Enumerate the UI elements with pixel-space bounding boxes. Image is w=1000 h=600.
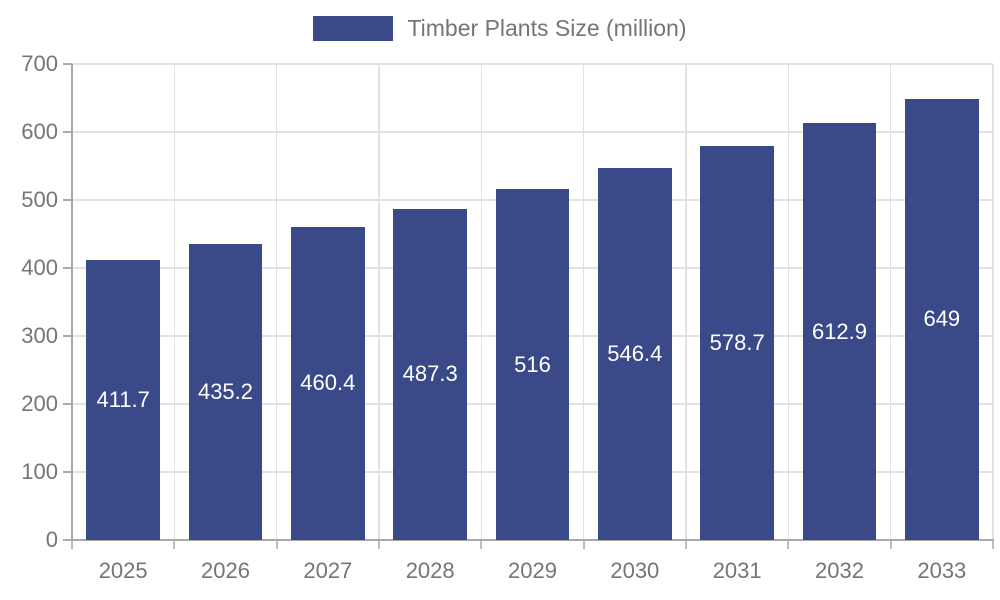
vertical-gridline <box>889 64 892 540</box>
bar-value-label: 546.4 <box>607 341 663 367</box>
y-axis-tick <box>63 335 72 337</box>
x-axis-tick-label: 2025 <box>98 558 148 583</box>
x-axis-tick-label: 2030 <box>610 558 660 583</box>
y-axis-tick-label: 600 <box>21 119 58 144</box>
bar-value-label: 612.9 <box>811 318 868 344</box>
x-axis-tick <box>71 540 73 549</box>
y-axis-tick <box>63 539 72 541</box>
x-axis-tick-label: 2032 <box>815 558 864 583</box>
vertical-gridline <box>173 64 176 540</box>
bar <box>495 189 570 540</box>
bar <box>802 123 877 540</box>
y-axis-line <box>71 64 73 540</box>
vertical-gridline <box>685 64 687 540</box>
y-axis-tick-label: 0 <box>45 527 58 552</box>
y-axis-tick <box>63 267 72 269</box>
bar-value-label: 435.2 <box>197 379 254 405</box>
y-axis-tick-label: 500 <box>21 187 58 212</box>
x-axis-line <box>71 539 994 541</box>
bar <box>290 226 365 540</box>
x-axis-tick <box>992 540 994 549</box>
x-axis-tick <box>889 540 892 549</box>
y-axis-tick-label: 100 <box>21 459 58 484</box>
y-axis-tick <box>63 471 72 473</box>
bar <box>597 168 672 540</box>
horizontal-gridline <box>72 131 993 133</box>
x-axis-tick-label: 2031 <box>712 558 762 583</box>
y-axis-tick-label: 700 <box>21 51 58 76</box>
x-axis-tick <box>480 540 483 549</box>
x-axis-tick-label: 2028 <box>405 558 455 583</box>
y-axis-tick-label: 400 <box>21 255 58 280</box>
vertical-gridline <box>992 64 994 540</box>
x-axis-tick-label: 2027 <box>303 558 353 583</box>
bar <box>393 208 467 540</box>
x-axis-tick <box>275 540 278 549</box>
y-axis-tick <box>63 63 72 65</box>
vertical-gridline <box>480 64 483 540</box>
bar-value-label: 649 <box>923 306 961 332</box>
x-axis-tick <box>685 540 687 549</box>
legend-label: Timber Plants Size (million) <box>407 15 687 41</box>
bar <box>904 98 979 540</box>
horizontal-gridline <box>72 63 993 65</box>
bar-value-label: 578.7 <box>709 330 765 356</box>
vertical-gridline <box>787 64 790 540</box>
x-axis-tick <box>787 540 790 549</box>
y-axis-tick <box>63 199 72 201</box>
bar-value-label: 487.3 <box>402 361 458 387</box>
bar-value-label: 411.7 <box>96 387 150 413</box>
vertical-gridline <box>378 64 380 540</box>
y-axis-tick-label: 200 <box>21 391 58 416</box>
x-axis-tick-label: 2026 <box>201 558 250 583</box>
bar-value-label: 460.4 <box>300 370 356 396</box>
bar-value-label: 516 <box>514 351 551 377</box>
x-axis-tick-label: 2029 <box>508 558 557 583</box>
vertical-gridline <box>582 64 585 540</box>
bar <box>188 244 263 540</box>
x-axis-tick-label: 2033 <box>917 558 967 583</box>
x-axis-tick <box>582 540 585 549</box>
legend-swatch <box>313 16 394 41</box>
x-axis-tick <box>173 540 176 549</box>
vertical-gridline <box>275 64 278 540</box>
y-axis-tick-label: 300 <box>21 323 58 348</box>
y-axis-tick <box>63 131 72 133</box>
bar <box>700 146 774 540</box>
y-axis-tick <box>63 403 72 405</box>
legend: Timber Plants Size (million) <box>0 15 1000 42</box>
x-axis-tick <box>378 540 380 549</box>
bar <box>86 260 160 540</box>
